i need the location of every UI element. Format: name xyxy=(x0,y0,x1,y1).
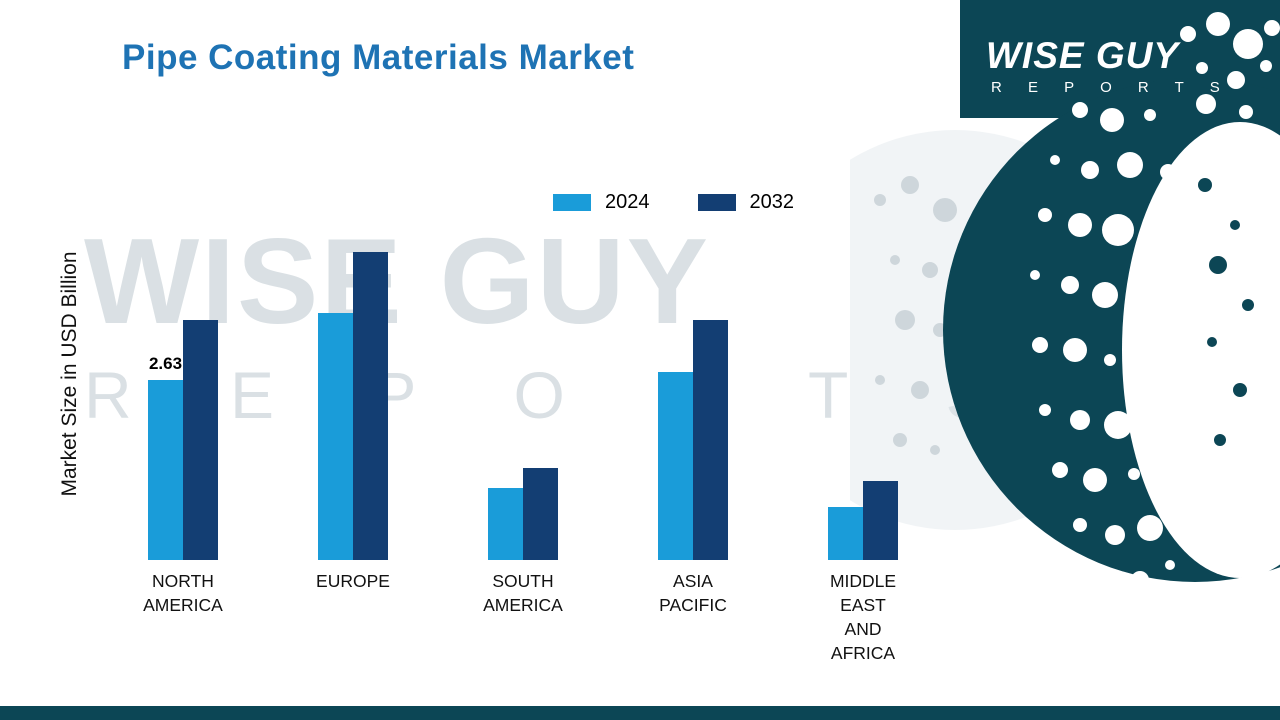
bar-value-label: 2.63 xyxy=(148,354,183,373)
bar-chart: 2.63 NORTH AMERICA EUROPE SOUTH AMERICA ASIA… xyxy=(98,238,948,663)
brand-logo-name: WISE GUY xyxy=(986,35,1180,76)
category-label: EUROPE xyxy=(316,571,390,591)
brand-logo: WISE GUY R E P O R T S xyxy=(986,35,1231,96)
bar-2024 xyxy=(658,372,693,560)
category-label: ASIA PACIFIC xyxy=(659,571,727,616)
footer-bar xyxy=(0,706,1280,720)
bar-2032 xyxy=(863,481,898,560)
bar-2024: 2.63 xyxy=(148,354,183,560)
legend-label: 2024 xyxy=(605,191,650,213)
bar-2024 xyxy=(318,313,353,560)
brand-face-graphic xyxy=(850,0,1280,589)
bar-2032 xyxy=(693,320,728,560)
bar-group: SOUTH AMERICA xyxy=(438,238,608,615)
bar-2024 xyxy=(828,507,863,560)
bar-group: MIDDLE EAST AND AFRICA xyxy=(778,238,948,663)
brand-logo-sub: R E P O R T S xyxy=(991,78,1231,96)
bar-2032 xyxy=(183,320,218,560)
category-label: SOUTH AMERICA xyxy=(483,571,563,616)
y-axis-label: Market Size in USD Billion xyxy=(58,251,81,497)
white-dot-pattern xyxy=(1030,12,1280,589)
legend-swatch-2024 xyxy=(553,194,591,211)
bar-2032 xyxy=(523,468,558,560)
category-label: MIDDLE EAST AND AFRICA xyxy=(829,571,897,664)
teal-dot-pattern xyxy=(1198,178,1254,446)
face-silhouette xyxy=(1122,122,1280,578)
category-label: NORTH AMERICA xyxy=(143,571,223,616)
bar-group: EUROPE xyxy=(268,238,438,591)
legend-item-2032: 2032 xyxy=(697,191,795,214)
legend-label: 2032 xyxy=(749,191,795,213)
page-title: Pipe Coating Materials Market xyxy=(122,38,635,77)
bar-group: ASIA PACIFIC xyxy=(608,238,778,615)
legend-item-2024: 2024 xyxy=(553,191,650,214)
bar-group: 2.63 NORTH AMERICA xyxy=(98,238,268,615)
legend-swatch-2032 xyxy=(697,194,736,211)
chart-legend: 2024 2032 xyxy=(553,191,794,214)
bar-2032 xyxy=(353,252,388,560)
bar-2024 xyxy=(488,488,523,560)
